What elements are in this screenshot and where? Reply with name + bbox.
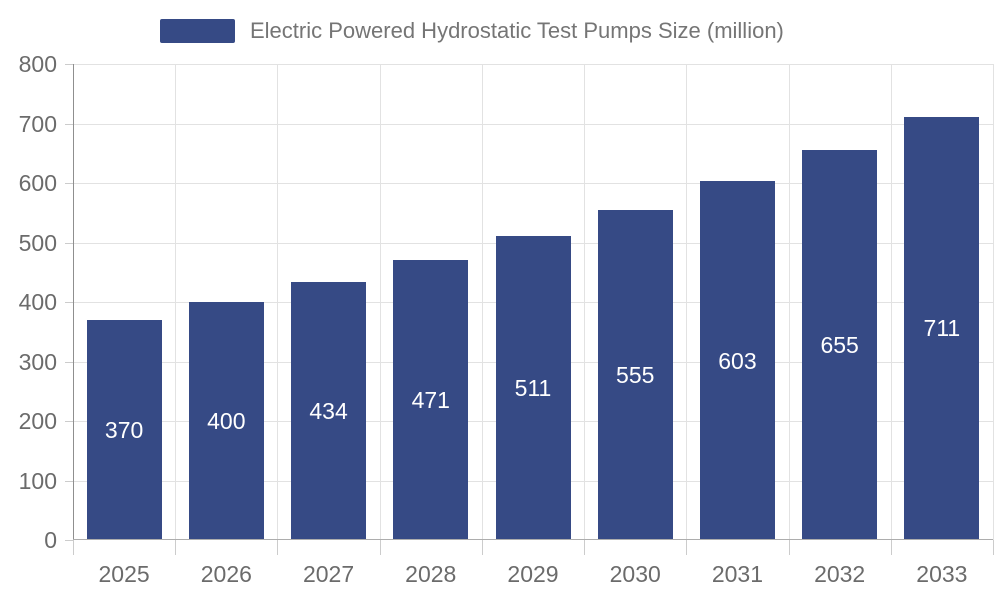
- bar-2028[interactable]: 471: [393, 259, 469, 540]
- y-axis-label: 700: [18, 110, 57, 137]
- gridline-vertical: [890, 64, 892, 540]
- y-axis-tick: [65, 242, 73, 244]
- gridline-horizontal: [73, 64, 993, 65]
- x-axis-tick: [686, 540, 688, 555]
- y-axis-tick: [65, 64, 73, 65]
- legend-swatch[interactable]: [160, 19, 235, 43]
- gridline-vertical: [481, 64, 483, 540]
- bar-value-label: 603: [718, 347, 757, 374]
- x-axis-tick: [73, 540, 74, 555]
- bar-2031[interactable]: 603: [699, 181, 775, 540]
- bar-2025[interactable]: 370: [86, 319, 162, 540]
- y-axis-tick: [65, 123, 73, 125]
- y-axis-tick: [65, 361, 73, 363]
- bar-2030[interactable]: 555: [597, 209, 673, 540]
- bar-value-label: 511: [514, 374, 552, 401]
- y-axis-label: 0: [44, 527, 57, 553]
- bar-value-label: 434: [309, 397, 348, 424]
- x-axis-tick: [277, 540, 279, 555]
- legend[interactable]: Electric Powered Hydrostatic Test Pumps …: [160, 19, 784, 43]
- bar-2033[interactable]: 711: [904, 116, 980, 540]
- bar-2026[interactable]: 400: [188, 302, 264, 540]
- y-axis-label: 800: [18, 51, 57, 77]
- x-axis-tick: [379, 540, 381, 555]
- x-axis-label: 2028: [405, 561, 457, 587]
- bar-2032[interactable]: 655: [802, 150, 878, 540]
- bar-value-label: 400: [207, 408, 246, 434]
- y-axis-tick: [65, 302, 73, 303]
- gridline-vertical: [379, 64, 381, 540]
- bar-value-label: 370: [104, 416, 144, 443]
- y-axis-label: 600: [18, 170, 57, 196]
- gridline-vertical: [993, 64, 994, 540]
- x-axis-line: [73, 539, 993, 540]
- y-axis-label: 200: [18, 408, 57, 434]
- x-axis-label: 2031: [711, 561, 764, 587]
- y-axis-label: 400: [18, 289, 57, 315]
- bar-value-label: 711: [923, 315, 961, 342]
- x-axis-tick: [993, 540, 994, 555]
- x-axis-label: 2030: [609, 561, 661, 587]
- x-axis-label: 2033: [916, 561, 968, 587]
- x-axis-tick: [481, 540, 483, 555]
- y-axis-line: [73, 64, 74, 540]
- x-axis-label: 2025: [98, 561, 150, 587]
- gridline-horizontal: [73, 183, 993, 184]
- x-axis-tick: [175, 540, 177, 555]
- y-axis-label: 500: [18, 229, 57, 256]
- y-axis-tick: [65, 183, 73, 184]
- y-axis-label: 100: [18, 467, 57, 494]
- x-axis-label: 2027: [302, 561, 355, 587]
- gridline-vertical: [584, 64, 586, 540]
- x-axis-label: 2026: [200, 561, 252, 587]
- gridline-vertical: [686, 64, 688, 540]
- gridline-vertical: [277, 64, 279, 540]
- bar-2029[interactable]: 511: [495, 235, 571, 540]
- gridline-horizontal: [73, 123, 993, 125]
- y-axis-tick: [65, 480, 73, 482]
- y-axis-tick: [65, 540, 73, 541]
- gridline-vertical: [175, 64, 177, 540]
- y-axis-label: 300: [18, 348, 57, 375]
- plot-area: 370 400 434 471 511 555 603 655 711: [65, 64, 994, 555]
- x-axis-tick: [890, 540, 892, 555]
- bar-2027[interactable]: 434: [291, 281, 367, 540]
- x-axis-label: 2029: [507, 561, 559, 587]
- y-axis-tick: [65, 421, 73, 422]
- gridline-vertical: [788, 64, 790, 540]
- x-axis-tick: [788, 540, 790, 555]
- legend-label: Electric Powered Hydrostatic Test Pumps …: [250, 18, 784, 43]
- bar-value-label: 555: [616, 361, 655, 388]
- bar-value-label: 655: [820, 332, 859, 359]
- x-axis-label: 2032: [814, 561, 866, 587]
- bar-value-label: 471: [411, 386, 450, 413]
- x-axis-tick: [584, 540, 586, 555]
